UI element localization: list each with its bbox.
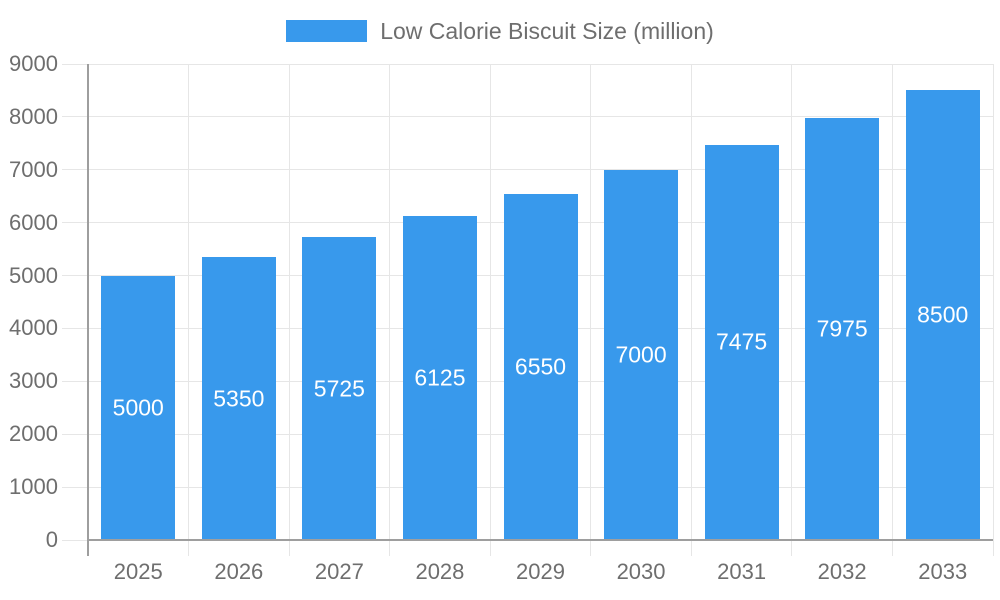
x-axis-label-2026: 2026 bbox=[214, 559, 264, 584]
x-axis-label-2030: 2030 bbox=[616, 559, 666, 584]
y-axis-label-1000: 1000 bbox=[9, 474, 58, 500]
x-tick-1 bbox=[188, 540, 190, 556]
gridline-x-6 bbox=[690, 64, 692, 540]
y-tick-8000 bbox=[62, 116, 88, 118]
bar-2029[interactable]: 6550 bbox=[503, 193, 578, 540]
y-tick-3000 bbox=[62, 380, 88, 382]
y-tick-5000 bbox=[62, 275, 88, 277]
legend-label: Low Calorie Biscuit Size (million) bbox=[380, 18, 714, 44]
y-tick-1000 bbox=[62, 486, 88, 488]
gridline-x-9 bbox=[992, 64, 994, 540]
gridline-x-4 bbox=[489, 64, 491, 540]
x-tick-5 bbox=[590, 540, 592, 556]
y-axis-label-0: 0 bbox=[45, 527, 58, 552]
bar-2030[interactable]: 7000 bbox=[604, 169, 679, 540]
bar-2026[interactable]: 5350 bbox=[201, 257, 276, 540]
bar-value-label-2027: 5725 bbox=[313, 375, 365, 402]
bar-2025[interactable]: 5000 bbox=[101, 275, 176, 540]
x-axis-label-2025: 2025 bbox=[113, 559, 163, 584]
gridline-x-5 bbox=[590, 64, 592, 540]
x-axis-label-2027: 2027 bbox=[314, 559, 364, 584]
x-tick-6 bbox=[690, 540, 692, 556]
y-axis-label-9000: 9000 bbox=[9, 51, 58, 76]
bar-value-label-2030: 7000 bbox=[615, 341, 667, 368]
gridline-y-9000 bbox=[88, 63, 993, 65]
x-tick-8 bbox=[891, 540, 893, 556]
bar-2028[interactable]: 6125 bbox=[402, 216, 477, 540]
bar-2027[interactable]: 5725 bbox=[302, 237, 377, 540]
gridline-y-7000 bbox=[88, 169, 993, 171]
y-axis-label-4000: 4000 bbox=[9, 315, 58, 341]
x-tick-2 bbox=[288, 540, 290, 556]
bar-value-label-2031: 7475 bbox=[716, 328, 768, 355]
y-tick-2000 bbox=[62, 433, 88, 435]
x-tick-7 bbox=[791, 540, 793, 556]
x-axis-label-2033: 2033 bbox=[918, 559, 968, 584]
y-axis-label-5000: 5000 bbox=[9, 262, 58, 288]
y-axis-label-6000: 6000 bbox=[9, 209, 58, 235]
y-tick-9000 bbox=[62, 63, 88, 65]
y-axis-label-8000: 8000 bbox=[9, 103, 58, 129]
x-axis-label-2029: 2029 bbox=[516, 559, 565, 584]
x-axis-label-2028: 2028 bbox=[415, 559, 465, 584]
x-axis-line bbox=[88, 539, 993, 541]
bar-value-label-2033: 8500 bbox=[917, 301, 969, 328]
bar-value-label-2032: 7975 bbox=[816, 315, 868, 342]
legend-swatch[interactable] bbox=[286, 20, 368, 42]
bar-value-label-2025: 5000 bbox=[112, 394, 164, 421]
bar-2032[interactable]: 7975 bbox=[805, 118, 880, 540]
gridline-x-2 bbox=[288, 64, 290, 540]
bar-value-label-2028: 6125 bbox=[414, 364, 466, 391]
x-tick-3 bbox=[389, 540, 391, 556]
x-axis-label-2032: 2032 bbox=[817, 559, 867, 584]
gridline-x-7 bbox=[791, 64, 793, 540]
gridline-x-1 bbox=[188, 64, 190, 540]
gridline-x-3 bbox=[389, 64, 391, 540]
plot-area: 5000 5350 5725 6125 6550 7000 7475 7975 8500 bbox=[88, 63, 994, 540]
x-tick-9 bbox=[992, 540, 994, 556]
bar-2033[interactable]: 8500 bbox=[905, 90, 980, 540]
y-tick-4000 bbox=[62, 327, 88, 329]
y-axis-label-3000: 3000 bbox=[9, 368, 58, 394]
x-axis-label-2031: 2031 bbox=[717, 559, 767, 584]
y-tick-7000 bbox=[62, 169, 88, 171]
y-axis-line bbox=[87, 64, 89, 556]
bar-value-label-2029: 6550 bbox=[514, 353, 567, 380]
y-axis-label-2000: 2000 bbox=[9, 421, 58, 447]
y-tick-6000 bbox=[62, 222, 88, 224]
x-tick-4 bbox=[489, 540, 491, 556]
gridline-x-8 bbox=[891, 64, 893, 540]
bar-2031[interactable]: 7475 bbox=[704, 144, 779, 540]
bar-value-label-2026: 5350 bbox=[213, 385, 265, 411]
y-axis-label-7000: 7000 bbox=[9, 156, 58, 182]
y-tick-0 bbox=[62, 539, 88, 541]
legend[interactable]: Low Calorie Biscuit Size (million) bbox=[0, 14, 1000, 48]
gridline-y-8000 bbox=[88, 116, 993, 118]
